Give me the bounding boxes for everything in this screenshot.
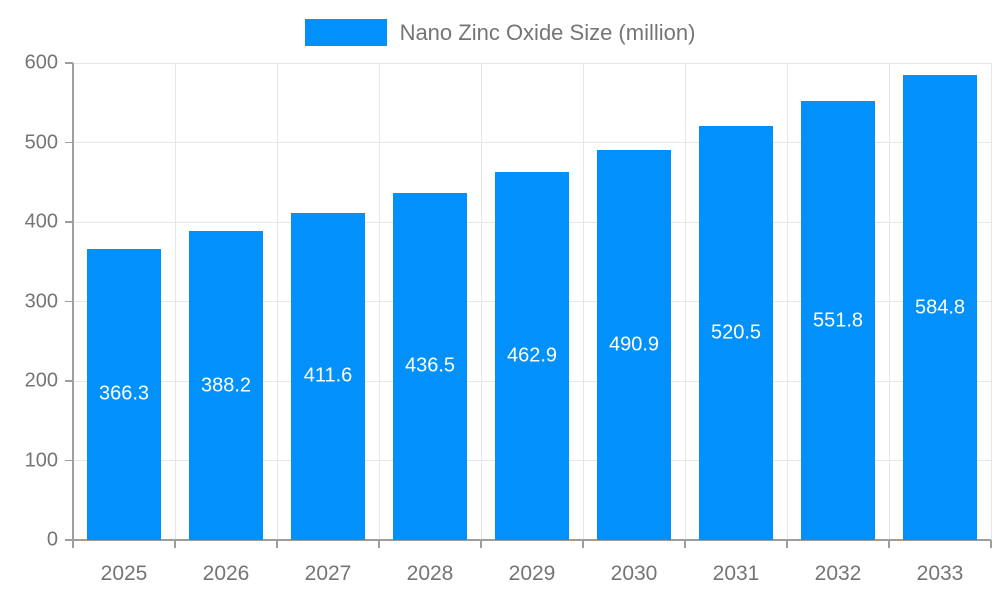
gridline-horizontal <box>73 142 991 143</box>
bar-value-label: 551.8 <box>812 309 864 332</box>
x-tick-label: 2028 <box>406 562 454 585</box>
y-axis-tick <box>65 459 73 462</box>
x-tick-label: 2027 <box>304 562 352 585</box>
bar <box>291 212 365 540</box>
bar-value-label: 388.2 <box>200 374 252 397</box>
gridline-vertical <box>786 63 788 540</box>
x-tick-label: 2025 <box>100 562 148 585</box>
bar-value-label: 584.8 <box>914 296 966 319</box>
x-axis-line <box>65 539 991 541</box>
bar-value-label: 490.9 <box>608 333 660 356</box>
gridline-vertical <box>276 63 278 540</box>
bar-value-label: 462.9 <box>506 344 558 367</box>
y-axis-tick <box>65 380 73 382</box>
y-tick-label: 200 <box>24 369 58 392</box>
x-tick-label: 2031 <box>712 562 760 585</box>
y-axis-tick <box>65 141 73 144</box>
y-axis-tick <box>65 221 73 223</box>
gridline-vertical <box>684 63 686 540</box>
bar <box>87 248 161 540</box>
bar-value-label: 411.6 <box>303 364 353 387</box>
y-tick-label: 300 <box>24 290 58 312</box>
x-axis-tick <box>174 540 176 548</box>
y-axis-tick <box>65 300 73 303</box>
bar <box>393 192 467 540</box>
y-axis-line <box>72 63 74 540</box>
x-axis-tick <box>276 540 278 548</box>
gridline-horizontal <box>73 62 991 64</box>
chart-legend: Nano Zinc Oxide Size (million) <box>0 19 1000 46</box>
x-axis-tick <box>786 540 788 548</box>
gridline-vertical <box>480 63 482 540</box>
x-tick-label: 2026 <box>202 562 250 585</box>
gridline-vertical <box>174 63 176 540</box>
y-tick-label: 0 <box>46 528 58 551</box>
x-tick-label: 2032 <box>814 562 862 585</box>
x-axis-tick <box>582 540 584 548</box>
legend-swatch <box>304 19 387 46</box>
bar <box>801 101 875 540</box>
y-tick-label: 400 <box>24 210 58 233</box>
y-tick-label: 100 <box>24 449 58 471</box>
y-tick-label: 600 <box>24 51 58 74</box>
bar-value-label: 366.3 <box>98 382 150 405</box>
x-axis-tick <box>990 540 992 548</box>
y-axis-tick <box>65 62 73 64</box>
gridline-vertical <box>378 63 380 540</box>
x-axis-tick <box>684 540 686 548</box>
bar <box>597 149 671 540</box>
bar <box>189 231 263 540</box>
bar <box>495 171 569 540</box>
x-axis-tick <box>888 540 890 548</box>
x-axis-tick <box>72 540 74 548</box>
bar <box>903 75 977 540</box>
gridline-vertical <box>990 63 992 540</box>
bar <box>699 126 773 540</box>
bar-value-label: 436.5 <box>404 354 456 377</box>
x-tick-label: 2030 <box>610 562 658 585</box>
legend-label: Nano Zinc Oxide Size (million) <box>399 19 696 45</box>
gridline-vertical <box>582 63 584 540</box>
x-tick-label: 2033 <box>916 562 964 585</box>
bar-value-label: 520.5 <box>710 321 762 344</box>
y-tick-label: 500 <box>24 131 58 153</box>
x-axis-tick <box>378 540 380 548</box>
x-tick-label: 2029 <box>508 562 556 585</box>
gridline-vertical <box>888 63 890 540</box>
x-axis-tick <box>480 540 482 548</box>
